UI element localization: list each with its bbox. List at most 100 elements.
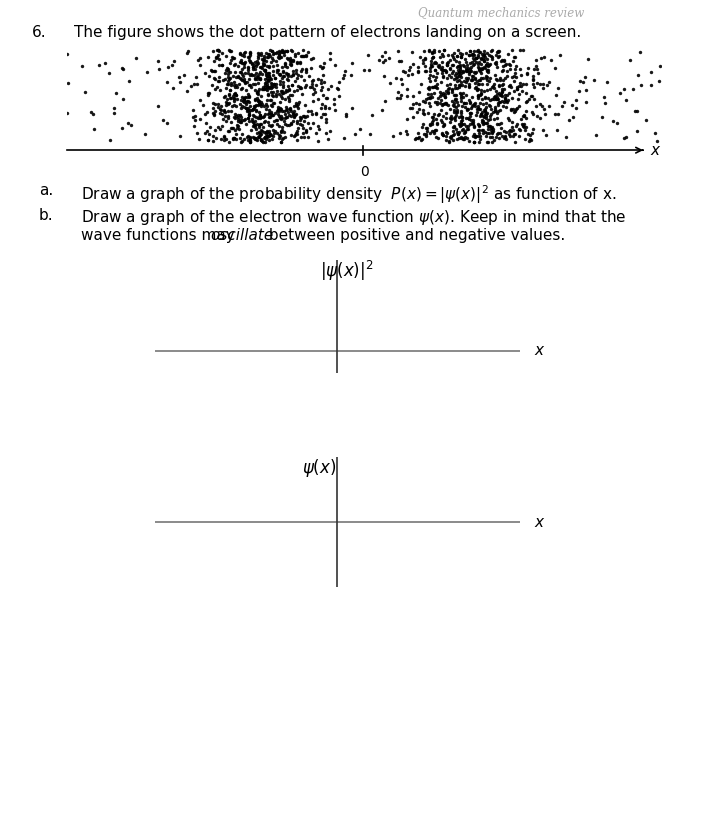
Point: [473, 61, 484, 75]
Point: [225, 91, 236, 104]
Point: [220, 50, 231, 63]
Point: [273, 67, 284, 81]
Point: [208, 65, 219, 78]
Point: [453, 110, 465, 123]
Point: [510, 62, 521, 76]
Point: [427, 51, 438, 65]
Point: [290, 108, 301, 122]
Point: [258, 115, 269, 128]
Point: [219, 65, 231, 79]
Point: [487, 106, 498, 119]
Point: [248, 117, 259, 131]
Point: [550, 62, 561, 76]
Point: [262, 70, 273, 84]
Point: [277, 45, 288, 59]
Point: [460, 111, 472, 124]
Point: [300, 65, 311, 79]
Point: [225, 79, 236, 92]
Point: [438, 128, 449, 141]
Point: [411, 132, 422, 145]
Point: [279, 107, 290, 121]
Point: [221, 96, 232, 109]
Point: [425, 91, 436, 105]
Point: [189, 110, 200, 123]
Point: [259, 107, 271, 121]
Point: [451, 105, 462, 118]
Point: [618, 131, 629, 144]
Point: [194, 51, 205, 65]
Point: [289, 85, 300, 98]
Point: [511, 82, 522, 96]
Point: [288, 53, 299, 66]
Point: [222, 67, 233, 81]
Point: [518, 117, 529, 131]
Point: [211, 132, 222, 145]
Point: [281, 72, 292, 86]
Point: [489, 101, 501, 114]
Point: [457, 78, 468, 91]
Point: [514, 76, 525, 89]
Point: [631, 104, 643, 117]
Point: [139, 128, 150, 141]
Text: x: x: [535, 343, 544, 358]
Point: [454, 63, 465, 76]
Point: [256, 52, 267, 65]
Point: [226, 115, 237, 128]
Point: [422, 124, 433, 138]
Point: [226, 99, 238, 112]
Point: [496, 95, 508, 108]
Point: [426, 111, 437, 124]
Point: [275, 102, 286, 116]
Point: [271, 126, 283, 139]
Point: [463, 68, 475, 81]
Point: [612, 117, 623, 130]
Point: [299, 130, 310, 143]
Point: [247, 115, 258, 128]
Point: [190, 113, 201, 127]
Point: [168, 55, 179, 68]
Point: [432, 91, 444, 105]
Point: [204, 86, 215, 100]
Point: [292, 55, 303, 69]
Point: [200, 127, 211, 140]
Point: [217, 58, 228, 71]
Point: [254, 118, 265, 132]
Point: [268, 108, 279, 122]
Point: [276, 60, 288, 73]
Point: [316, 111, 327, 124]
Point: [514, 122, 525, 136]
Text: wave functions may: wave functions may: [81, 228, 240, 243]
Point: [517, 118, 529, 132]
Point: [284, 102, 295, 115]
Point: [449, 93, 460, 107]
Point: [297, 44, 309, 57]
Point: [493, 50, 504, 64]
Point: [473, 118, 484, 132]
Point: [469, 71, 480, 85]
Point: [296, 49, 307, 62]
Point: [262, 69, 273, 82]
Point: [449, 81, 460, 95]
Point: [517, 117, 528, 131]
Point: [258, 57, 269, 70]
Point: [439, 91, 451, 104]
Point: [228, 92, 240, 106]
Point: [450, 88, 461, 102]
Point: [275, 50, 286, 64]
Point: [439, 117, 450, 131]
Point: [257, 97, 268, 111]
Point: [366, 108, 378, 122]
Point: [410, 132, 421, 145]
Point: [453, 65, 465, 79]
Point: [238, 113, 249, 127]
Point: [493, 95, 504, 108]
Point: [449, 128, 460, 141]
Point: [276, 104, 288, 117]
Point: [456, 130, 467, 143]
Point: [268, 122, 279, 136]
Point: [226, 76, 237, 89]
Point: [229, 58, 240, 71]
Point: [478, 55, 489, 68]
Point: [292, 69, 303, 82]
Point: [430, 63, 441, 76]
